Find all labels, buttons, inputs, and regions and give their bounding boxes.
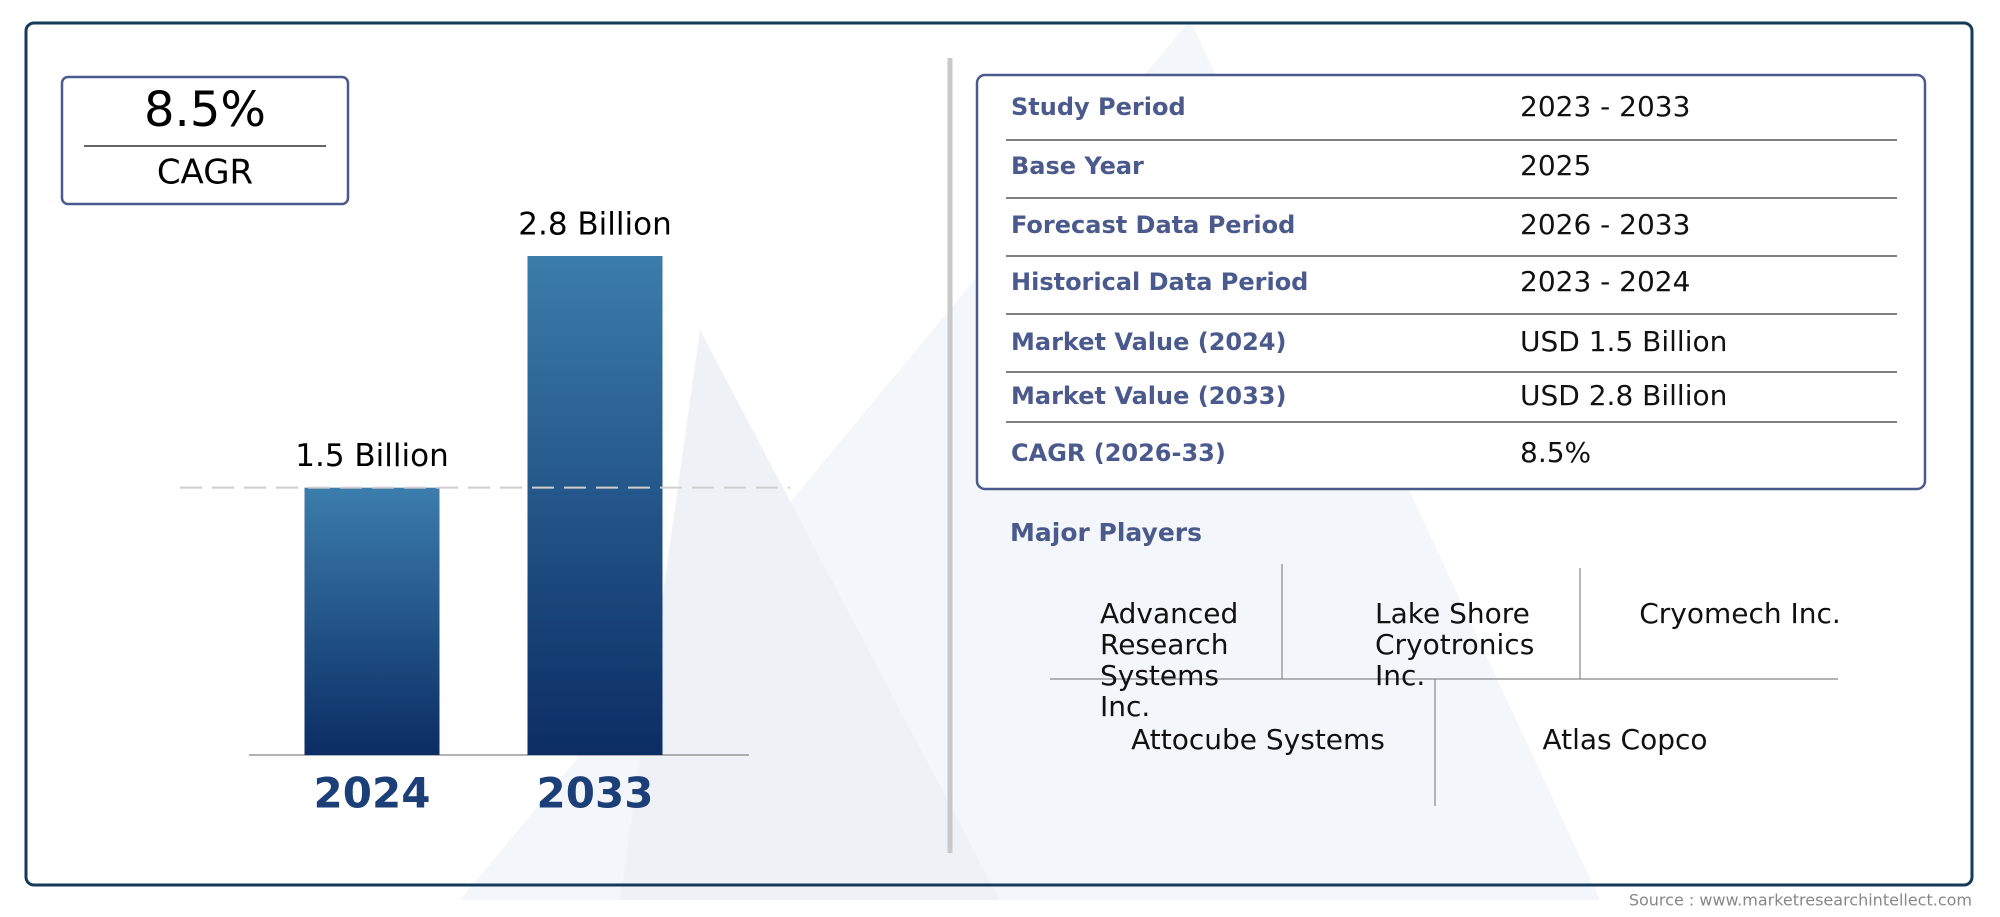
player-cell: Atlas Copco <box>1542 724 1708 756</box>
row-label: CAGR (2026-33) <box>1011 439 1226 467</box>
x-tick-label: 2024 <box>314 769 431 818</box>
player-cell: Cryomech Inc. <box>1639 598 1841 630</box>
row-value: 2026 - 2033 <box>1520 208 1690 241</box>
player-cell: Lake Shore Cryotronics Inc. <box>1375 598 1535 692</box>
outer-frame <box>24 21 1974 887</box>
player-name: Lake Shore Cryotronics Inc. <box>1375 598 1535 692</box>
cagr-value: 8.5% <box>144 82 266 138</box>
player-cell: Attocube Systems <box>1131 724 1385 756</box>
source: Source : www.marketresearchintellect.com <box>1629 891 1972 910</box>
player-name: Advanced Research Systems Inc. <box>1100 598 1239 723</box>
row-label: Base Year <box>1011 152 1144 180</box>
player-name: Attocube Systems <box>1131 724 1385 756</box>
player-cell: Advanced Research Systems Inc. <box>1100 598 1239 723</box>
row-value: 2023 - 2024 <box>1520 265 1690 298</box>
row-label: Market Value (2033) <box>1011 382 1286 410</box>
row-label: Market Value (2024) <box>1011 328 1286 356</box>
row-value: USD 1.5 Billion <box>1520 325 1727 358</box>
row-value: USD 2.8 Billion <box>1520 379 1727 412</box>
player-name: Atlas Copco <box>1542 724 1708 756</box>
row-value: 2025 <box>1520 149 1591 182</box>
player-grid <box>1050 564 1838 806</box>
bar <box>304 487 440 755</box>
x-tick-label: 2033 <box>537 769 654 818</box>
bar <box>527 256 663 755</box>
row-value: 8.5% <box>1520 436 1591 469</box>
cagr-label: CAGR <box>157 153 253 193</box>
players-title: Major Players <box>1010 518 1202 547</box>
row-label: Study Period <box>1011 93 1186 121</box>
player-name: Cryomech Inc. <box>1639 598 1841 630</box>
row-label: Forecast Data Period <box>1011 211 1295 239</box>
row-label: Historical Data Period <box>1011 268 1308 296</box>
value-label: 2.8 Billion <box>518 207 672 243</box>
watermark <box>620 330 1000 900</box>
summary-box <box>975 73 1927 491</box>
value-label: 1.5 Billion <box>295 438 449 474</box>
cagr-box <box>60 75 350 206</box>
row-value: 2023 - 2033 <box>1520 90 1690 123</box>
